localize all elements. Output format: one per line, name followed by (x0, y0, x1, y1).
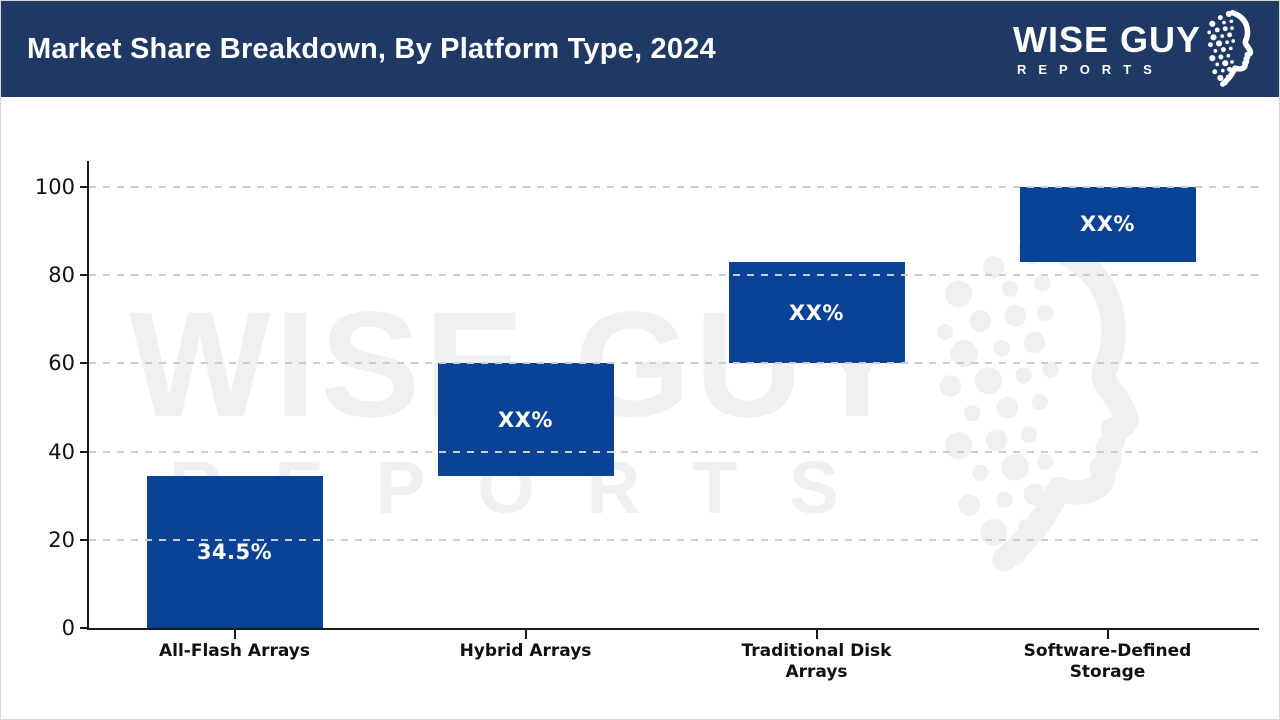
bar-1: 34.5% (146, 475, 323, 628)
y-tick-80 (80, 274, 89, 277)
y-tick-label-40: 40 (48, 439, 75, 464)
bar-value-label-4: XX% (1080, 212, 1135, 237)
bar-3: XX% (728, 261, 905, 364)
chart-title: Market Share Breakdown, By Platform Type… (27, 32, 716, 65)
y-tick-20 (80, 538, 89, 541)
bar-value-label-2: XX% (498, 407, 553, 432)
gridline-60 (89, 362, 1259, 365)
y-tick-label-100: 100 (34, 175, 75, 199)
x-tick-4 (1106, 630, 1109, 639)
x-axis-line (87, 628, 1259, 630)
wise-guy-logo: WISE GUY REPORTS (1013, 9, 1255, 89)
gridline-20 (89, 538, 1259, 541)
x-tick-1 (233, 630, 236, 639)
logo-face-icon (1193, 9, 1255, 89)
x-tick-3 (815, 630, 818, 639)
y-tick-0 (80, 627, 89, 629)
x-category-label-1: All-Flash Arrays (159, 641, 310, 661)
gridline-100 (89, 186, 1259, 188)
x-tick-2 (524, 630, 527, 639)
y-tick-100 (80, 186, 89, 188)
y-tick-60 (80, 362, 89, 365)
gridline-40 (89, 450, 1259, 453)
y-tick-label-60: 60 (48, 351, 75, 376)
y-axis-line (87, 161, 89, 630)
bar-value-label-3: XX% (789, 300, 844, 325)
x-category-label-2: Hybrid Arrays (459, 641, 592, 661)
logo-line1: WISE GUY (1012, 18, 1201, 60)
y-tick-label-0: 0 (61, 616, 75, 640)
logo-wordmark: WISE GUY REPORTS (1012, 18, 1201, 77)
y-tick-40 (80, 450, 89, 453)
bar-2: XX% (437, 363, 614, 476)
x-category-label-4: Software-Defined Storage (1023, 641, 1192, 682)
gridline-80 (89, 274, 1259, 277)
x-category-label-3: Traditional Disk Arrays (741, 641, 892, 682)
bar-value-label-1: 34.5% (196, 539, 273, 564)
watermark-face-icon (869, 229, 1151, 581)
y-tick-label-80: 80 (48, 263, 75, 288)
header: Market Share Breakdown, By Platform Type… (1, 1, 1279, 97)
logo-line2: REPORTS (1016, 61, 1164, 77)
bar-4: XX% (1019, 187, 1196, 262)
y-tick-label-20: 20 (48, 527, 75, 552)
